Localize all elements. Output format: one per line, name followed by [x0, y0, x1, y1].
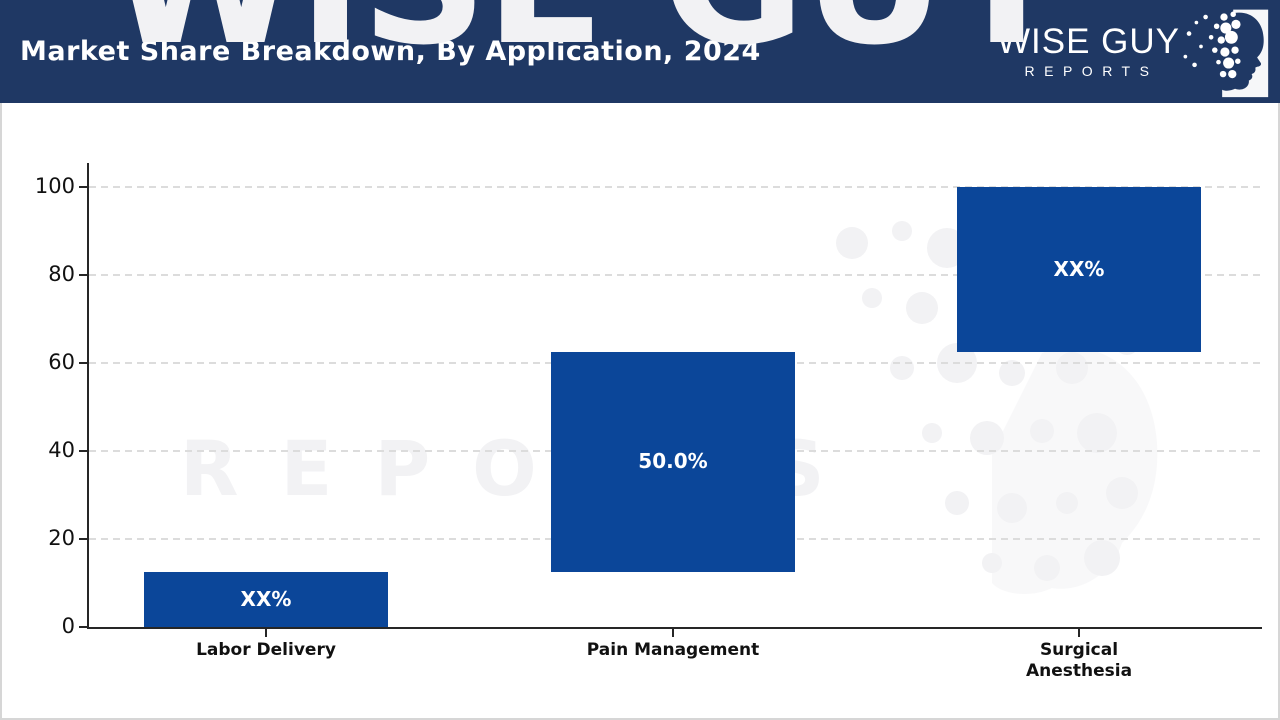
brand-logo: WISE GUY REPORTS	[997, 0, 1270, 103]
bar-value-label: XX%	[240, 586, 292, 611]
y-tick-20	[79, 538, 87, 540]
bar-value-label: XX%	[1053, 256, 1105, 281]
y-tick-label-0: 0	[61, 614, 75, 638]
x-axis-line	[87, 627, 1262, 629]
brand-subtitle: REPORTS	[1024, 63, 1159, 79]
x-category-label-line: Surgical	[1039, 640, 1119, 660]
x-category-label: Labor Delivery	[116, 640, 416, 661]
x-tick-2	[1078, 629, 1080, 637]
watermark-text: WISE GUY	[107, 0, 1070, 70]
x-category-label-line: Labor Delivery	[196, 640, 336, 660]
x-tick-0	[265, 629, 267, 637]
y-axis-line	[87, 163, 89, 629]
bar-pain-management: 50.0%	[551, 352, 795, 572]
y-tick-80	[79, 274, 87, 276]
y-tick-label-100: 100	[34, 174, 75, 198]
bar-value-label: 50.0%	[638, 448, 708, 473]
brand-logo-text: WISE GUY REPORTS	[996, 22, 1180, 80]
y-tick-label-60: 60	[48, 350, 75, 374]
bar-surgical-anesthesia: XX%	[957, 187, 1201, 352]
y-tick-label-80: 80	[48, 262, 75, 286]
header-bar: Market Share Breakdown, By Application, …	[0, 0, 1280, 103]
bar-labor-delivery: XX%	[144, 572, 388, 627]
x-category-label-line: Pain Management	[586, 640, 760, 660]
chart-title: Market Share Breakdown, By Application, …	[20, 36, 761, 67]
y-tick-0	[79, 626, 87, 628]
brand-name: WISE GUY	[996, 22, 1180, 61]
x-category-label: Pain Management	[523, 640, 823, 661]
y-tick-label-40: 40	[48, 438, 75, 462]
dotted-head-icon	[1183, 9, 1269, 97]
gridline-80	[89, 274, 1260, 276]
x-tick-1	[672, 629, 674, 637]
x-category-label-line: Anesthesia	[1025, 661, 1133, 681]
y-tick-40	[79, 450, 87, 452]
y-tick-60	[79, 362, 87, 364]
x-category-label: Surgical Anesthesia	[929, 640, 1229, 682]
y-tick-label-20: 20	[48, 526, 75, 550]
y-tick-100	[79, 186, 87, 188]
gridline-100	[89, 186, 1260, 188]
